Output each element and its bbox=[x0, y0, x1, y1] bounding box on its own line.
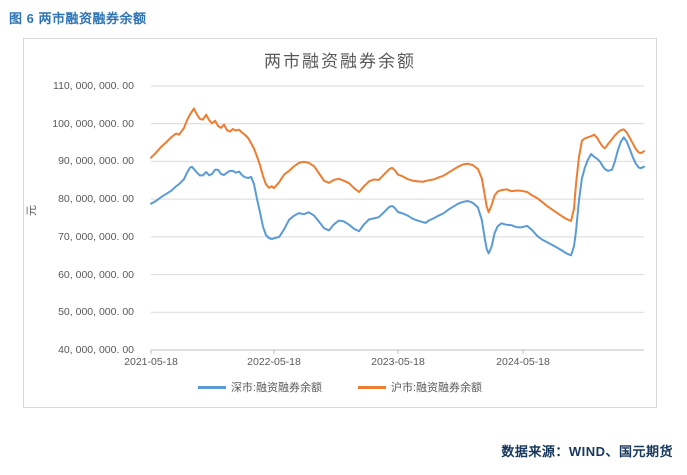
y-tick-label: 80, 000, 000. 00 bbox=[58, 193, 134, 206]
y-tick-label: 100, 000, 000. 00 bbox=[52, 117, 134, 130]
y-tick-label: 40, 000, 000. 00 bbox=[58, 344, 134, 356]
legend-line-marker bbox=[197, 385, 226, 389]
plot-area bbox=[150, 85, 645, 354]
y-tick-label: 110, 000, 000. 00 bbox=[53, 80, 134, 92]
legend-item: 深市:融资融券余额 bbox=[197, 379, 322, 395]
legend: 深市:融资融券余额 沪市:融资融券余额 bbox=[24, 379, 656, 395]
figure-caption: 图 6 两市融资融券余额 bbox=[9, 11, 147, 26]
x-tick-label: 2022-05-18 bbox=[247, 356, 301, 368]
chart-area: 两市融资融券余额 元 110, 000, 000. 00 100, 000, 00… bbox=[23, 38, 657, 408]
y-tick-label: 70, 000, 000. 00 bbox=[58, 230, 134, 243]
series-line-shenzhen bbox=[150, 136, 645, 257]
series-line-shanghai bbox=[150, 107, 645, 222]
data-source-note: 数据来源：WIND、国元期货 bbox=[501, 444, 673, 459]
x-tick-label: 2024-05-18 bbox=[496, 356, 550, 368]
legend-label: 沪市:融资融券余额 bbox=[391, 382, 483, 394]
x-tick-label: 2021-05-18 bbox=[124, 356, 178, 368]
legend-line-marker bbox=[358, 385, 386, 389]
y-tick-label: 50, 000, 000. 00 bbox=[58, 306, 134, 319]
x-tick-label: 2023-05-18 bbox=[371, 356, 425, 368]
y-tick-label: 60, 000, 000. 00 bbox=[58, 268, 134, 281]
y-tick-label: 90, 000, 000. 00 bbox=[58, 155, 134, 168]
chart-title: 两市融资融券余额 bbox=[264, 52, 416, 71]
legend-item: 沪市:融资融券余额 bbox=[358, 379, 482, 395]
legend-label: 深市:融资融券余额 bbox=[230, 382, 322, 394]
